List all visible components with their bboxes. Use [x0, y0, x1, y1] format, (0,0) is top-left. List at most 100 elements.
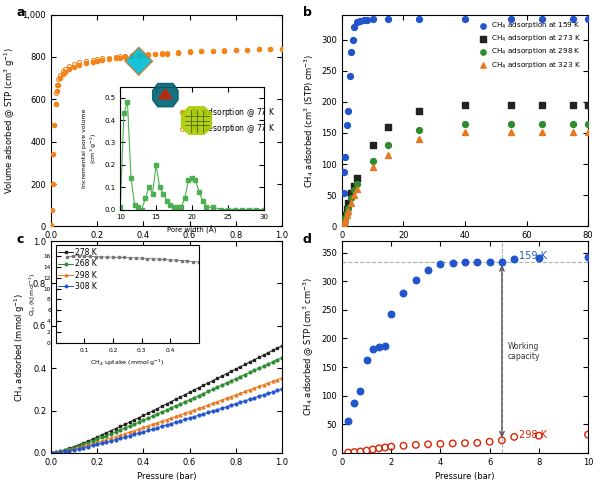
- 278 K: [121, 421, 128, 427]
- N$_2$ desorption @ 77 K: [135, 52, 142, 58]
- Y-axis label: CH$_4$ adsorbed @ STP (cm$^3$ cm$^{-3}$): CH$_4$ adsorbed @ STP (cm$^3$ cm$^{-3}$): [302, 278, 316, 416]
- N$_2$ desorption @ 77 K: [151, 51, 158, 56]
- CH$_4$ adsorption at 159 K: [356, 17, 365, 25]
- CH$_4$ adsorption at 323 K: [339, 221, 349, 228]
- N$_2$ adsorption @ 77 K: [98, 57, 106, 63]
- N$_2$ desorption @ 77 K: [56, 72, 64, 78]
- N$_2$ adsorption @ 77 K: [50, 151, 57, 157]
- N$_2$ desorption @ 77 K: [94, 56, 101, 61]
- CH$_4$ adsorption at 159 K: [343, 107, 353, 115]
- CH$_4$ adsorption at 273 K: [414, 107, 424, 115]
- CH$_4$ adsorption at 159 K: [568, 15, 577, 23]
- 278 K: [117, 424, 124, 430]
- CH$_4$ adsorption at 323 K: [368, 163, 377, 171]
- N$_2$ desorption @ 77 K: [278, 46, 286, 52]
- 308 K: [117, 435, 124, 441]
- Text: b: b: [302, 6, 311, 19]
- CH$_4$ adsorption at 273 K: [346, 189, 356, 197]
- Point: [460, 439, 470, 447]
- N$_2$ desorption @ 77 K: [52, 90, 59, 96]
- Point: [343, 417, 353, 425]
- CH$_4$ adsorption at 323 K: [537, 128, 547, 136]
- CH$_4$ adsorption at 323 K: [340, 216, 350, 224]
- 268 K: [121, 425, 128, 431]
- N$_2$ adsorption @ 77 K: [49, 206, 56, 212]
- Point: [424, 266, 433, 274]
- Point: [448, 440, 458, 448]
- CH$_4$ adsorption at 273 K: [340, 215, 349, 223]
- 298 K: [50, 450, 57, 456]
- N$_2$ desorption @ 77 K: [59, 69, 66, 75]
- CH$_4$ adsorption at 298 K: [383, 142, 393, 150]
- Y-axis label: CH$_4$ adsorbed (cm$^3$ (STP) cm$^{-3}$): CH$_4$ adsorbed (cm$^3$ (STP) cm$^{-3}$): [302, 53, 316, 188]
- Point: [362, 447, 371, 454]
- Point: [583, 431, 593, 438]
- Point: [509, 256, 519, 263]
- N$_2$ desorption @ 77 K: [158, 50, 166, 56]
- Text: c: c: [16, 233, 24, 245]
- 308 K: [121, 434, 128, 440]
- Point: [436, 260, 445, 268]
- Point: [398, 289, 408, 297]
- N$_2$ desorption @ 77 K: [128, 53, 136, 58]
- CH$_4$ adsorption at 298 K: [346, 194, 356, 202]
- 298 K: [98, 438, 106, 444]
- X-axis label: Pressure (bar): Pressure (bar): [435, 472, 495, 481]
- CH$_4$ adsorption at 298 K: [506, 120, 516, 128]
- 298 K: [117, 432, 124, 438]
- X-axis label: Pressure (bar): Pressure (bar): [137, 472, 196, 481]
- N$_2$ adsorption @ 77 K: [112, 55, 119, 61]
- 308 K: [214, 407, 221, 412]
- Point: [436, 440, 445, 448]
- CH$_4$ adsorption at 159 K: [348, 36, 358, 43]
- N$_2$ adsorption @ 77 K: [256, 46, 263, 52]
- 268 K: [278, 355, 286, 360]
- N$_2$ desorption @ 77 K: [75, 59, 82, 65]
- N$_2$ desorption @ 77 K: [53, 82, 61, 88]
- CH$_4$ adsorption at 273 K: [460, 101, 470, 109]
- 298 K: [121, 431, 128, 436]
- CH$_4$ adsorption at 159 K: [345, 72, 355, 79]
- 308 K: [278, 386, 286, 392]
- N$_2$ adsorption @ 77 K: [47, 223, 55, 228]
- CH$_4$ adsorption at 323 K: [342, 211, 352, 219]
- CH$_4$ adsorption at 273 K: [342, 205, 352, 213]
- Point: [473, 439, 482, 447]
- CH$_4$ adsorption at 273 K: [353, 174, 362, 182]
- CH$_4$ adsorption at 159 K: [362, 16, 371, 23]
- 278 K: [214, 375, 221, 381]
- X-axis label: Pressure (bar): Pressure (bar): [435, 246, 495, 255]
- N$_2$ adsorption @ 77 K: [278, 46, 286, 52]
- CH$_4$ adsorption at 273 K: [368, 142, 377, 150]
- Point: [374, 445, 384, 452]
- CH$_4$ adsorption at 298 K: [460, 120, 470, 128]
- Point: [473, 258, 482, 266]
- N$_2$ desorption @ 77 K: [197, 48, 205, 54]
- Point: [497, 258, 506, 266]
- Text: Working
capacity: Working capacity: [508, 341, 541, 361]
- CH$_4$ adsorption at 159 K: [338, 220, 348, 227]
- CH$_4$ adsorption at 273 K: [568, 101, 577, 109]
- CH$_4$ adsorption at 159 K: [368, 15, 377, 23]
- 278 K: [274, 345, 281, 351]
- N$_2$ desorption @ 77 K: [112, 54, 119, 60]
- CH$_4$ adsorption at 159 K: [340, 153, 350, 161]
- N$_2$ desorption @ 77 K: [232, 47, 239, 53]
- Point: [386, 310, 396, 318]
- 268 K: [50, 450, 57, 456]
- CH$_4$ adsorption at 298 K: [368, 157, 377, 165]
- N$_2$ desorption @ 77 K: [175, 49, 182, 55]
- N$_2$ adsorption @ 77 K: [158, 51, 166, 57]
- N$_2$ desorption @ 77 K: [244, 47, 251, 53]
- Line: 298 K: 298 K: [52, 376, 283, 454]
- CH$_4$ adsorption at 298 K: [340, 217, 349, 225]
- N$_2$ desorption @ 77 K: [186, 49, 193, 55]
- Y-axis label: CH$_4$ adsorbed (mmol g$^{-1}$): CH$_4$ adsorbed (mmol g$^{-1}$): [13, 292, 28, 402]
- CH$_4$ adsorption at 298 K: [339, 220, 349, 228]
- CH$_4$ adsorption at 159 K: [383, 15, 393, 23]
- CH$_4$ adsorption at 323 K: [506, 128, 516, 136]
- N$_2$ adsorption @ 77 K: [49, 181, 56, 187]
- CH$_4$ adsorption at 323 K: [340, 218, 349, 226]
- Point: [349, 399, 359, 407]
- Point: [343, 449, 353, 456]
